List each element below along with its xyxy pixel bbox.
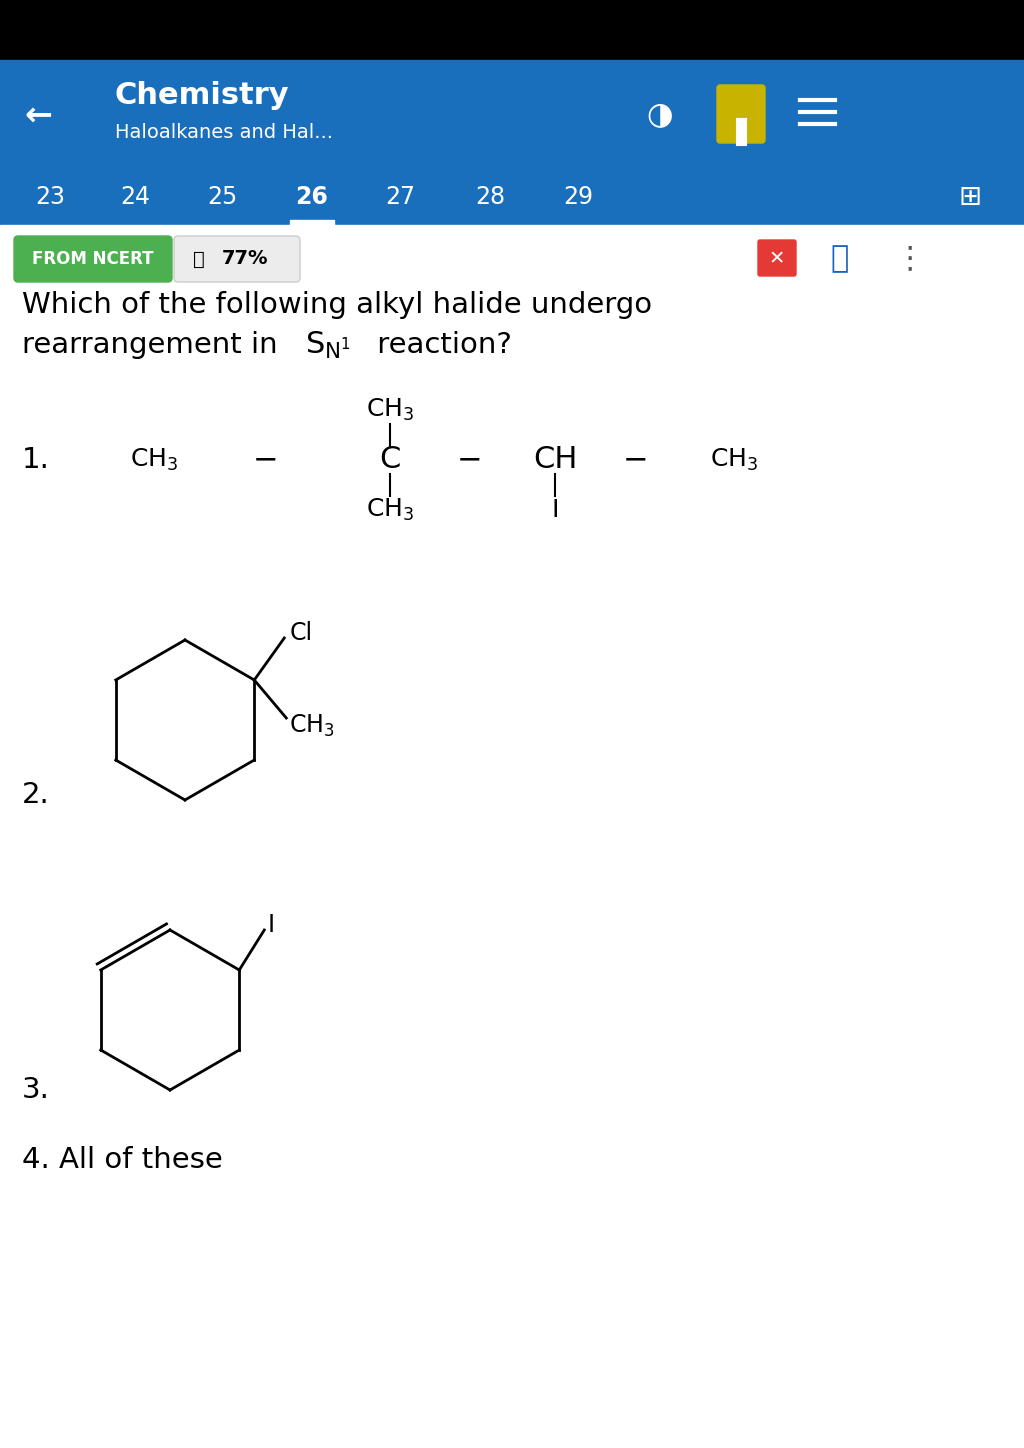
FancyBboxPatch shape xyxy=(174,236,300,282)
Text: $\mathrm{CH_3}$: $\mathrm{CH_3}$ xyxy=(290,712,335,738)
Text: 🔖: 🔖 xyxy=(830,245,849,274)
Text: 26: 26 xyxy=(296,185,329,209)
Text: ←: ← xyxy=(24,98,52,132)
Text: ⊞: ⊞ xyxy=(958,182,982,211)
Text: $\mathrm{CH_3}$: $\mathrm{CH_3}$ xyxy=(130,447,178,473)
Text: $\mathrm{CH_3}$: $\mathrm{CH_3}$ xyxy=(710,447,758,473)
Text: C: C xyxy=(379,446,400,475)
Text: $\mathrm{CH_3}$: $\mathrm{CH_3}$ xyxy=(366,497,414,523)
Text: CH: CH xyxy=(532,446,578,475)
Text: −: − xyxy=(252,446,278,475)
Text: reaction?: reaction? xyxy=(368,332,512,359)
Text: −: − xyxy=(623,446,648,475)
Text: 27: 27 xyxy=(385,185,415,209)
Text: Cl: Cl xyxy=(290,621,312,644)
FancyBboxPatch shape xyxy=(717,85,765,143)
Text: Haloalkanes and Hal...: Haloalkanes and Hal... xyxy=(115,123,333,142)
Text: 3.: 3. xyxy=(22,1076,50,1103)
Text: −: − xyxy=(458,446,482,475)
Text: FROM NCERT: FROM NCERT xyxy=(32,251,154,268)
Text: I: I xyxy=(551,498,559,521)
Text: 👍: 👍 xyxy=(193,249,205,268)
Text: Which of the following alkyl halide undergo: Which of the following alkyl halide unde… xyxy=(22,291,652,319)
Bar xyxy=(0,59,1024,169)
FancyBboxPatch shape xyxy=(758,240,796,277)
Text: 1.: 1. xyxy=(22,446,50,473)
Text: 23: 23 xyxy=(35,185,65,209)
Text: ⋮: ⋮ xyxy=(895,245,926,274)
Text: 29: 29 xyxy=(563,185,593,209)
Text: 77%: 77% xyxy=(222,249,268,268)
Text: 4. All of these: 4. All of these xyxy=(22,1145,223,1174)
Bar xyxy=(290,220,334,224)
Text: Chemistry: Chemistry xyxy=(115,81,290,110)
FancyBboxPatch shape xyxy=(14,236,172,282)
Text: 28: 28 xyxy=(475,185,505,209)
Text: $\mathrm{CH_3}$: $\mathrm{CH_3}$ xyxy=(366,397,414,423)
Text: 25: 25 xyxy=(207,185,238,209)
Text: $\mathrm{S_{N^1}}$: $\mathrm{S_{N^1}}$ xyxy=(305,330,351,361)
Text: ✕: ✕ xyxy=(769,249,785,268)
Text: I: I xyxy=(267,914,274,937)
Text: 24: 24 xyxy=(120,185,150,209)
Text: rearrangement in: rearrangement in xyxy=(22,332,287,359)
Text: ◑: ◑ xyxy=(647,100,674,129)
Bar xyxy=(0,169,1024,224)
Bar xyxy=(0,0,1024,59)
Text: 2.: 2. xyxy=(22,780,50,809)
Bar xyxy=(0,224,1024,1448)
